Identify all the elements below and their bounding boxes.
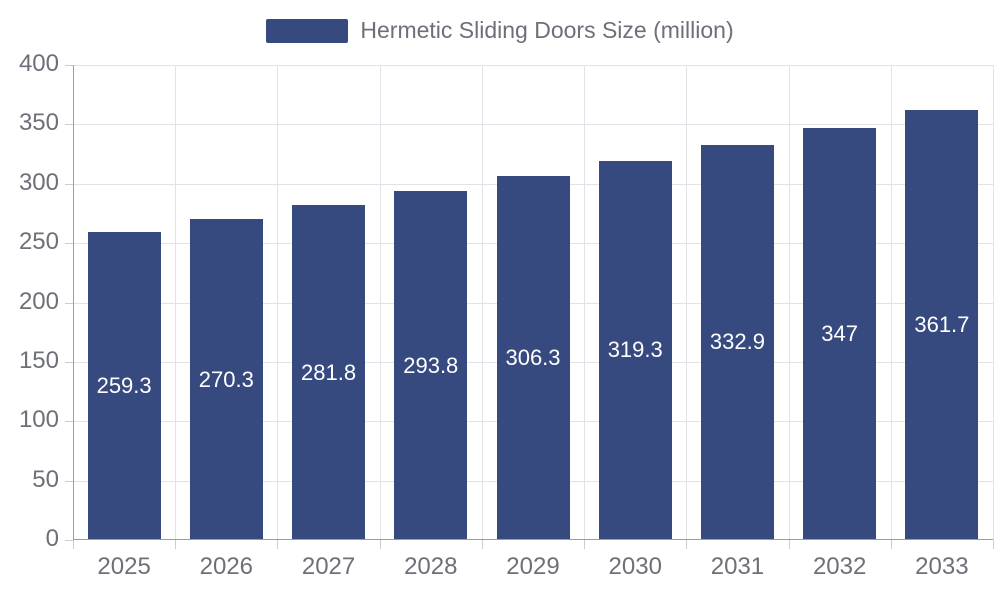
x-gridline [277,65,279,540]
x-gridline [686,65,688,540]
y-axis-tick [65,65,73,66]
bar-value-label: 306.3 [505,345,561,371]
legend-swatch [266,18,349,43]
y-axis-tick-label: 300 [18,168,59,196]
bar: 347 [803,127,877,540]
y-axis-tick-label: 400 [18,49,59,77]
x-axis-line [73,539,993,540]
x-gridline [890,65,892,540]
y-axis-tick [65,124,73,126]
y-axis-tick-label: 50 [32,465,59,493]
y-axis-tick-label: 150 [18,346,59,374]
x-axis-tick [175,540,177,549]
bar: 319.3 [598,160,672,540]
x-axis-tick-label: 2030 [608,553,662,580]
x-axis-tick [277,540,279,549]
bar: 332.9 [700,144,774,540]
bar: 259.3 [87,232,161,540]
x-axis-tick-label: 2032 [812,553,867,580]
x-gridline [993,65,994,540]
y-axis-tick-label: 100 [18,406,59,434]
bar: 270.3 [189,219,263,540]
x-gridline [175,65,177,540]
bar: 293.8 [394,191,468,540]
bar-value-label: 347 [821,320,859,346]
y-axis-tick-label: 250 [18,228,59,256]
bar-value-label: 319.3 [607,337,663,363]
x-axis-tick-label: 2031 [710,553,765,580]
bar-value-label: 281.8 [301,359,357,385]
x-gridline [379,65,381,540]
bar: 306.3 [496,176,570,540]
x-axis-tick [584,540,586,549]
y-axis-tick [65,480,73,482]
x-axis-tick-label: 2029 [506,553,560,580]
x-axis-tick [481,540,483,549]
x-gridline [788,65,790,540]
bar: 361.7 [905,110,979,540]
x-axis-tick-label: 2033 [915,553,969,580]
y-axis-tick [65,361,73,363]
y-axis-tick [65,302,73,304]
x-axis-tick [73,540,74,549]
bar-value-label: 361.7 [914,312,970,338]
y-axis-tick-label: 200 [18,287,59,315]
y-axis-tick-label: 350 [18,109,59,137]
plot-area: 0 50 100 150 200 250 300 350 400 259.3 2025 270.3 20… [19,50,994,580]
x-axis-tick [890,540,892,549]
bar-value-label: 332.9 [709,329,765,355]
x-axis-tick [686,540,688,549]
x-axis-tick-label: 2028 [404,553,458,580]
x-axis-tick-label: 2026 [199,553,254,580]
x-gridline [481,65,483,540]
y-gridline [73,65,993,66]
x-axis-tick-label: 2027 [301,553,356,580]
y-gridline [73,124,993,126]
bar-value-label: 293.8 [403,352,459,378]
x-axis-tick [379,540,381,549]
y-axis-tick [65,540,73,541]
x-gridline [584,65,586,540]
y-axis-tick [65,183,73,185]
x-axis-tick [993,540,994,549]
y-axis-tick-label: 0 [45,524,59,552]
y-axis-line [73,65,74,540]
legend-label: Hermetic Sliding Doors Size (million) [360,17,734,43]
legend-item[interactable]: Hermetic Sliding Doors Size (million) [0,17,1000,44]
bar: 281.8 [292,205,366,540]
y-axis-tick [65,243,73,245]
x-axis-tick [788,540,790,549]
bar-value-label: 270.3 [198,366,254,392]
bar-value-label: 259.3 [96,373,152,399]
x-axis-tick-label: 2025 [97,553,151,580]
y-axis-tick [65,421,73,423]
